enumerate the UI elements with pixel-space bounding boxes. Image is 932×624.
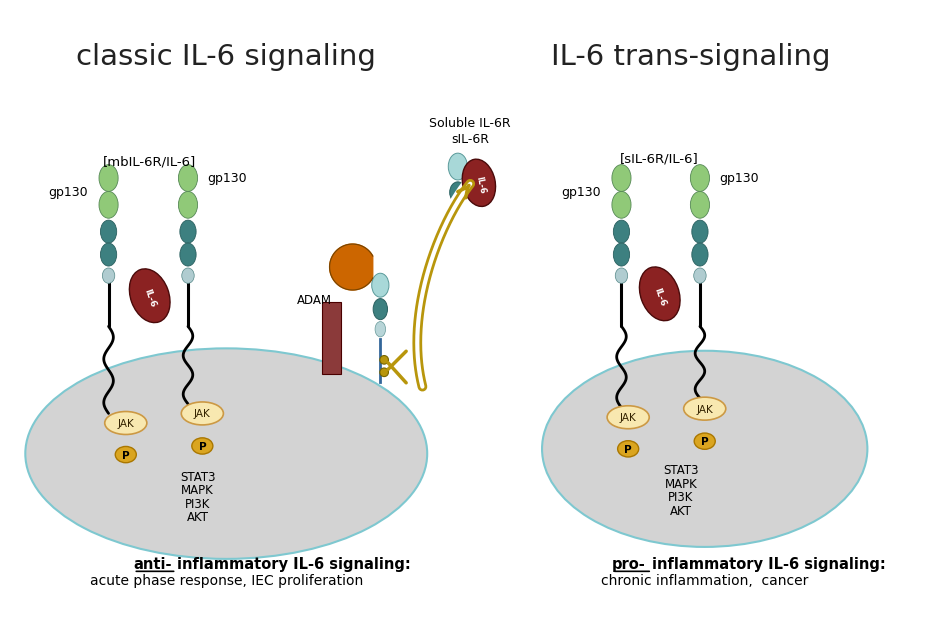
Ellipse shape: [182, 402, 224, 425]
Text: ADAM: ADAM: [296, 294, 332, 307]
Ellipse shape: [178, 165, 198, 192]
Text: P: P: [199, 442, 206, 452]
Ellipse shape: [375, 321, 386, 337]
Ellipse shape: [450, 182, 466, 203]
Bar: [322, 303, 341, 374]
Ellipse shape: [691, 192, 709, 218]
Text: pro-: pro-: [612, 557, 646, 572]
Ellipse shape: [462, 159, 496, 207]
Ellipse shape: [693, 268, 706, 283]
Ellipse shape: [25, 348, 427, 559]
Text: chronic inflammation,  cancer: chronic inflammation, cancer: [601, 574, 808, 588]
Text: P: P: [701, 437, 708, 447]
Text: P: P: [624, 445, 632, 455]
Text: sIL-6R: sIL-6R: [451, 134, 489, 146]
Text: JAK: JAK: [194, 409, 211, 419]
Text: IL-6 trans-signaling: IL-6 trans-signaling: [551, 42, 830, 71]
Text: IL-6: IL-6: [143, 288, 158, 309]
Ellipse shape: [180, 220, 196, 243]
Ellipse shape: [101, 220, 116, 243]
Text: gp130: gp130: [207, 172, 247, 185]
Ellipse shape: [130, 269, 170, 323]
Text: JAK: JAK: [696, 404, 713, 414]
Text: JAK: JAK: [620, 413, 637, 423]
Text: IL-6: IL-6: [474, 175, 487, 194]
Ellipse shape: [692, 220, 708, 243]
Ellipse shape: [372, 273, 389, 297]
Ellipse shape: [182, 268, 194, 283]
Ellipse shape: [116, 446, 136, 463]
Ellipse shape: [613, 243, 630, 266]
Ellipse shape: [612, 192, 631, 218]
Text: acute phase response, IEC proliferation: acute phase response, IEC proliferation: [89, 574, 363, 588]
Ellipse shape: [613, 220, 630, 243]
Text: PI3K: PI3K: [668, 491, 693, 504]
Ellipse shape: [180, 243, 196, 266]
Text: AKT: AKT: [186, 511, 209, 524]
Ellipse shape: [639, 267, 680, 321]
Text: inflammatory IL-6 signaling:: inflammatory IL-6 signaling:: [652, 557, 885, 572]
Text: gp130: gp130: [48, 186, 88, 199]
Text: MAPK: MAPK: [181, 484, 214, 497]
Text: anti-: anti-: [133, 557, 171, 572]
Ellipse shape: [448, 153, 468, 180]
Text: STAT3: STAT3: [180, 471, 215, 484]
Ellipse shape: [692, 243, 708, 266]
Ellipse shape: [691, 165, 709, 192]
Circle shape: [380, 356, 389, 364]
Ellipse shape: [684, 397, 726, 420]
Ellipse shape: [99, 192, 118, 218]
Ellipse shape: [694, 433, 715, 449]
Text: JAK: JAK: [117, 419, 134, 429]
Polygon shape: [330, 244, 373, 290]
Text: AKT: AKT: [670, 505, 692, 517]
Text: classic IL-6 signaling: classic IL-6 signaling: [76, 42, 377, 71]
Ellipse shape: [192, 438, 212, 454]
Text: [mbIL-6R/IL-6]: [mbIL-6R/IL-6]: [103, 155, 197, 168]
Text: gp130: gp130: [562, 186, 601, 199]
Text: P: P: [122, 451, 130, 461]
Ellipse shape: [178, 192, 198, 218]
Text: [sIL-6R/IL-6]: [sIL-6R/IL-6]: [621, 152, 699, 165]
Ellipse shape: [101, 243, 116, 266]
Text: IL-6: IL-6: [652, 286, 667, 307]
Text: inflammatory IL-6 signaling:: inflammatory IL-6 signaling:: [176, 557, 410, 572]
Circle shape: [380, 368, 389, 377]
Ellipse shape: [99, 165, 118, 192]
Ellipse shape: [104, 411, 147, 434]
Text: MAPK: MAPK: [665, 478, 697, 490]
Text: gp130: gp130: [720, 172, 759, 185]
Ellipse shape: [612, 165, 631, 192]
Text: STAT3: STAT3: [663, 464, 699, 477]
Ellipse shape: [615, 268, 627, 283]
Text: PI3K: PI3K: [185, 498, 211, 511]
Ellipse shape: [103, 268, 115, 283]
Ellipse shape: [373, 299, 388, 319]
Ellipse shape: [618, 441, 638, 457]
Text: Soluble IL-6R: Soluble IL-6R: [430, 117, 511, 130]
Ellipse shape: [542, 351, 868, 547]
Ellipse shape: [607, 406, 650, 429]
